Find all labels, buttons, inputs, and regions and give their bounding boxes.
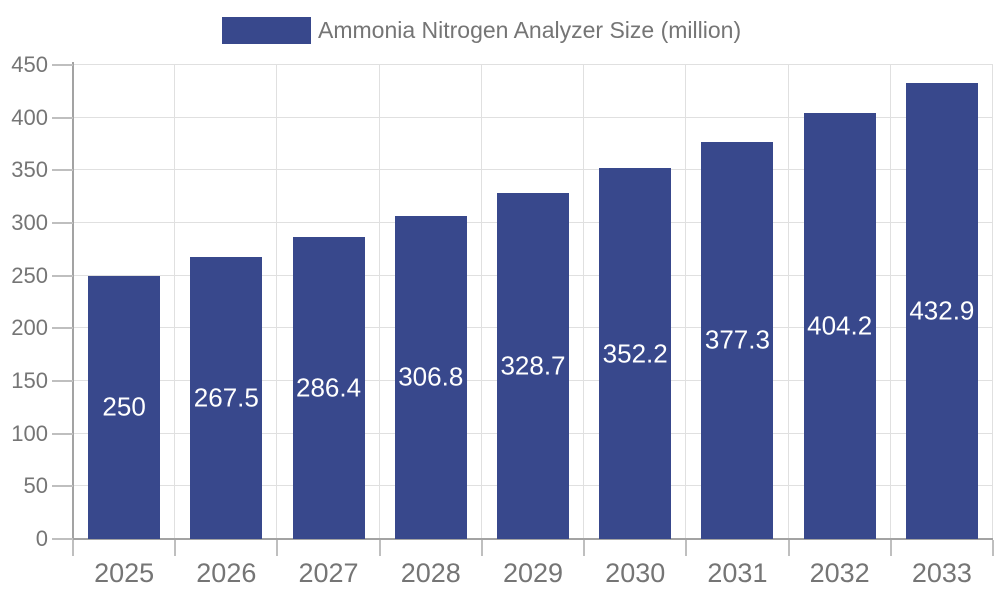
y-tick-label: 450: [11, 52, 48, 77]
y-tick: [52, 538, 73, 540]
bar: 352.2: [599, 168, 672, 539]
bar-value-label: 432.9: [909, 295, 975, 326]
y-tick: [52, 116, 73, 119]
y-tick-label: 200: [11, 315, 48, 341]
x-tick: [889, 540, 892, 556]
h-gridline: [73, 116, 993, 118]
x-tick-label: 2027: [298, 558, 359, 588]
x-tick: [174, 540, 177, 556]
bar-value-label: 328.7: [500, 350, 566, 381]
bar: 250: [88, 275, 161, 539]
y-tick: [52, 485, 73, 488]
bar: 328.7: [497, 192, 569, 539]
y-tick-label: 150: [11, 368, 48, 393]
y-tick-label: 350: [11, 157, 48, 183]
bar-value-label: 377.3: [704, 324, 770, 355]
x-tick: [583, 540, 586, 556]
bar-value-label: 286.4: [296, 372, 362, 403]
v-gridline: [480, 65, 482, 539]
bar: 404.2: [803, 113, 876, 539]
x-tick-label: 2029: [502, 558, 564, 588]
bar: 267.5: [190, 257, 263, 539]
v-gridline: [685, 65, 687, 539]
x-tick: [480, 540, 483, 556]
y-tick-label: 0: [35, 526, 48, 551]
y-tick: [52, 274, 73, 277]
y-tick: [52, 169, 73, 172]
bar: 432.9: [905, 83, 978, 539]
legend-swatch: [222, 17, 311, 44]
y-tick: [52, 380, 73, 382]
v-gridline: [583, 65, 585, 539]
h-gridline: [73, 64, 993, 65]
h-gridline: [73, 169, 993, 171]
x-tick-label: 2028: [400, 558, 461, 588]
y-tick-label: 400: [11, 104, 48, 130]
x-tick: [685, 540, 688, 556]
bar: 286.4: [292, 237, 365, 539]
bar: 306.8: [394, 215, 467, 539]
v-gridline: [378, 65, 380, 539]
v-gridline: [889, 65, 891, 539]
bar-value-label: 352.2: [602, 338, 668, 368]
y-tick: [52, 222, 73, 224]
x-tick-label: 2026: [196, 558, 257, 588]
y-tick-label: 50: [23, 473, 48, 499]
x-tick-label: 2025: [94, 558, 155, 588]
legend-label: Ammonia Nitrogen Analyzer Size (million): [318, 17, 742, 43]
x-tick: [378, 540, 381, 556]
x-tick-label: 2033: [911, 558, 972, 588]
x-tick-label: 2032: [809, 558, 870, 588]
x-tick-label: 2030: [605, 558, 666, 588]
x-tick: [992, 540, 994, 556]
y-tick-label: 250: [11, 262, 48, 288]
v-gridline: [992, 65, 993, 539]
bar-value-label: 404.2: [807, 310, 873, 341]
x-tick: [276, 540, 279, 556]
x-axis-line: [72, 538, 993, 540]
y-tick: [52, 327, 73, 330]
y-tick-label: 300: [11, 210, 48, 235]
bar-value-label: 306.8: [398, 361, 464, 392]
y-axis-line: [72, 62, 74, 540]
x-tick: [787, 540, 790, 556]
bar: 377.3: [701, 141, 774, 539]
v-gridline: [787, 65, 789, 539]
y-tick: [52, 64, 73, 66]
v-gridline: [174, 65, 176, 539]
x-tick-label: 2031: [707, 558, 768, 588]
y-tick: [52, 432, 73, 435]
y-tick-label: 100: [11, 420, 48, 446]
v-gridline: [276, 65, 278, 539]
bar-value-label: 267.5: [193, 382, 259, 413]
x-tick: [72, 540, 74, 556]
bar-value-label: 250: [102, 391, 146, 422]
